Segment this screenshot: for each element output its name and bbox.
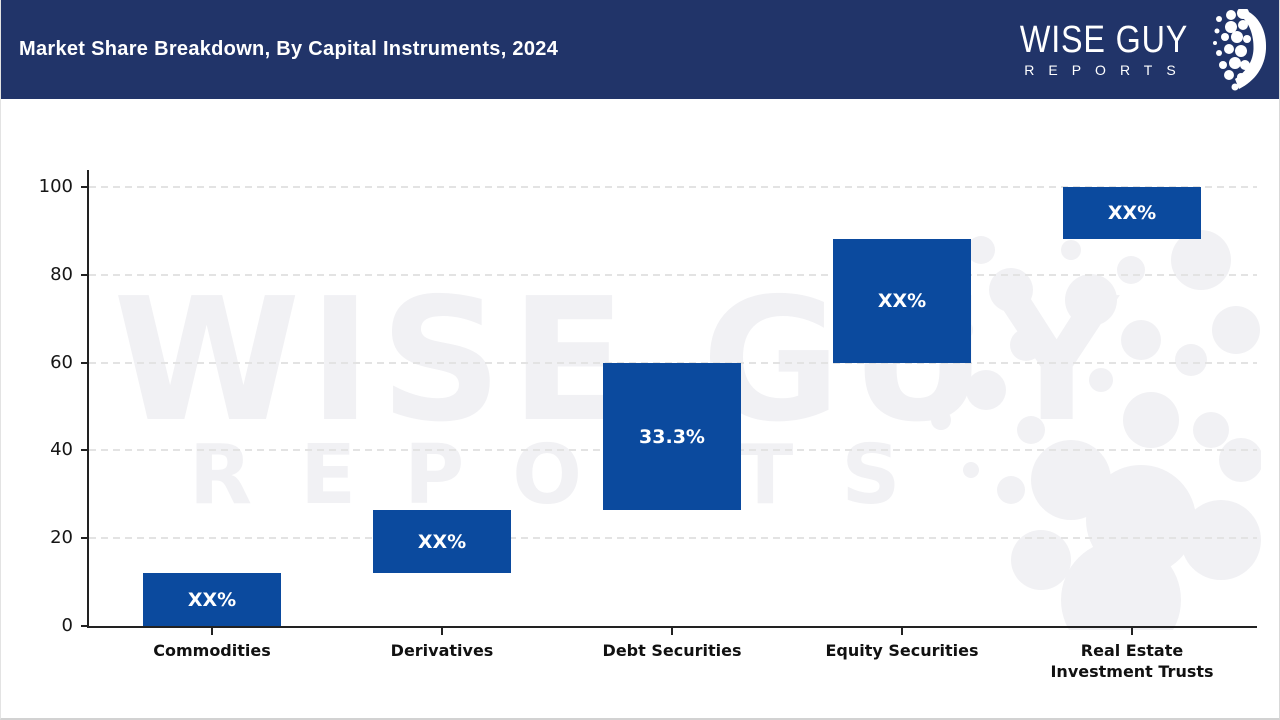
logo-text: WISE GUY REPORTS — [1005, 21, 1203, 78]
bar: 33.3% — [603, 363, 741, 511]
logo-wordmark: WISE GUY — [1019, 19, 1189, 61]
x-axis-spine — [87, 626, 1257, 628]
bar-value-label: XX% — [1107, 202, 1157, 225]
bar: XX% — [833, 239, 971, 364]
y-tick-mark — [81, 449, 88, 452]
gridline — [89, 273, 1257, 276]
logo-head-icon — [1213, 8, 1267, 90]
y-tick-label: 40 — [50, 439, 73, 461]
bar-value-label: XX% — [877, 290, 927, 313]
wiseguy-logo: WISE GUY REPORTS — [1005, 8, 1279, 91]
bar-value-label: 33.3% — [639, 425, 705, 448]
bar: XX% — [1063, 187, 1201, 240]
y-tick-label: 0 — [61, 615, 73, 636]
x-tick-mark — [671, 628, 673, 635]
header-bar: Market Share Breakdown, By Capital Instr… — [1, 0, 1279, 99]
y-axis-spine — [87, 170, 89, 628]
x-tick-mark — [211, 628, 213, 635]
y-tick-mark — [81, 537, 88, 540]
gridline — [89, 537, 1257, 540]
bar-value-label: XX% — [417, 530, 467, 553]
x-tick-mark — [1131, 628, 1133, 635]
logo-subtext: REPORTS — [1024, 62, 1190, 78]
gridline — [89, 361, 1257, 364]
x-category-label: Equity Securities — [825, 641, 979, 660]
x-tick-mark — [901, 628, 903, 635]
y-tick-label: 20 — [50, 527, 73, 549]
bar-value-label: XX% — [187, 588, 237, 611]
y-tick-label: 60 — [50, 351, 73, 373]
y-tick-label: 80 — [50, 263, 73, 285]
gridline — [89, 186, 1257, 188]
y-tick-mark — [81, 186, 88, 188]
waterfall-plot: 0 20 40 60 80 100 XX% Commodities XX% Derivatives… — [1, 99, 1279, 718]
bar: XX% — [143, 573, 281, 626]
y-tick-mark — [81, 273, 88, 276]
x-tick-mark — [441, 628, 443, 635]
chart-area: WISE GUY REPORTS 020406080100XX%Commodit… — [1, 99, 1279, 718]
x-category-label: Debt Securities — [602, 641, 742, 660]
y-tick-mark — [81, 361, 88, 364]
bar: XX% — [373, 510, 511, 574]
x-category-label: Derivatives — [390, 641, 494, 660]
x-category-label: Real Estate Investment Trusts — [1050, 641, 1214, 681]
y-tick-mark — [81, 625, 88, 627]
chart-title: Market Share Breakdown, By Capital Instr… — [19, 38, 559, 60]
y-tick-label: 100 — [38, 176, 73, 197]
x-category-label: Commodities — [153, 641, 271, 660]
